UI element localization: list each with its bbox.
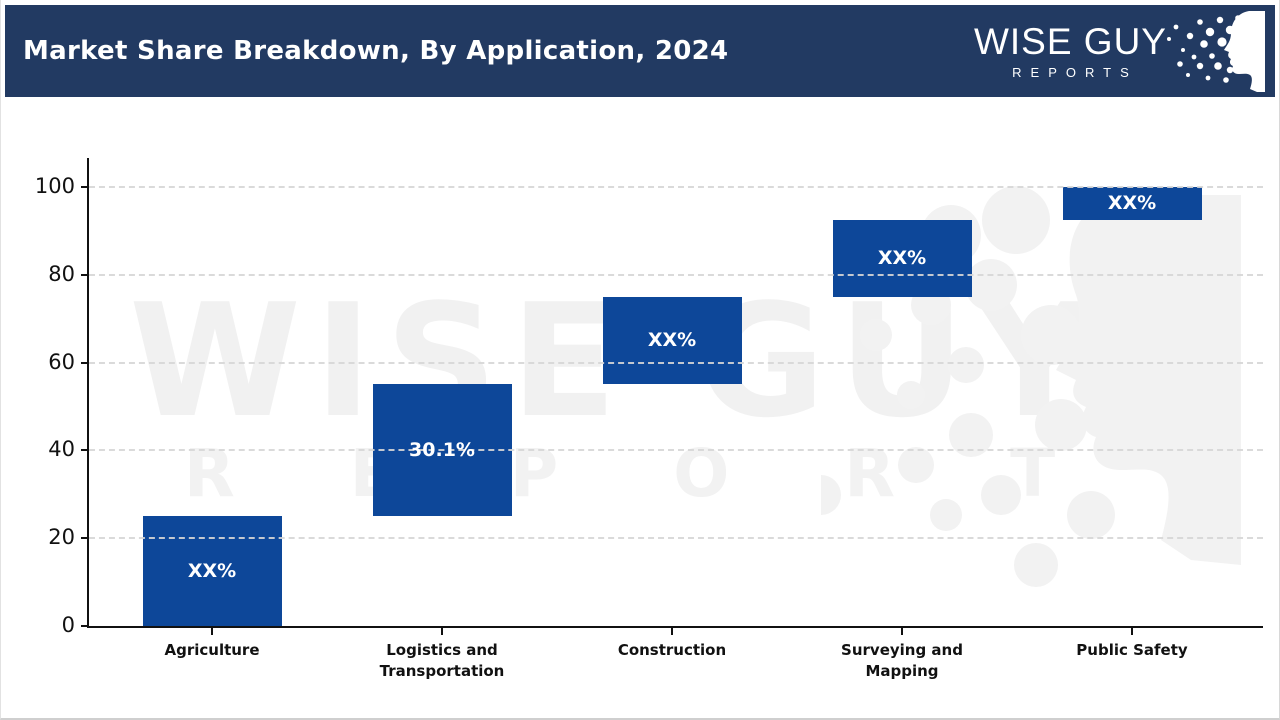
x-tick-2 — [671, 628, 673, 635]
wise-guy-logo: WISE GUY REPORTS — [974, 9, 1265, 93]
x-category-label: Surveying and Mapping — [841, 641, 963, 680]
y-tick-100 — [81, 186, 89, 188]
x-tick-1 — [441, 628, 443, 635]
y-tick-label-100: 100 — [34, 174, 75, 198]
bar-value-label: XX% — [187, 560, 237, 583]
logo-wordmark: WISE GUY REPORTS — [974, 23, 1167, 80]
y-tick-label-60: 60 — [48, 349, 75, 374]
bar-value-label: 30.1% — [409, 439, 475, 462]
x-category-label: Construction — [617, 641, 727, 659]
logo-wordmark-line1: WISE GUY — [973, 20, 1167, 62]
y-tick-0 — [81, 625, 89, 627]
bar-value-label: XX% — [647, 329, 697, 352]
x-tick-0 — [211, 628, 213, 635]
logo-face-icon — [1167, 11, 1265, 92]
page-title: Market Share Breakdown, By Application, … — [23, 36, 729, 66]
bar-value-label: XX% — [877, 247, 927, 270]
gridline-100 — [89, 186, 1263, 188]
bar-agriculture — [142, 516, 282, 626]
logo-wordmark-line2: REPORTS — [1012, 64, 1138, 80]
y-axis-line — [87, 158, 89, 628]
x-axis-line — [87, 626, 1263, 628]
y-tick-40 — [81, 449, 89, 452]
x-category-label: Logistics and Transportation — [379, 641, 505, 680]
y-tick-label-40: 40 — [48, 437, 75, 462]
gridline-20 — [89, 537, 1263, 540]
x-category-label: Public Safety — [1076, 641, 1188, 659]
x-category-label: Agriculture — [164, 641, 260, 659]
x-tick-4 — [1131, 628, 1133, 635]
y-tick-label-0: 0 — [61, 613, 75, 637]
y-tick-80 — [81, 273, 89, 276]
y-tick-20 — [81, 537, 89, 540]
gridline-60 — [89, 361, 1263, 364]
header-bar: Market Share Breakdown, By Application, … — [5, 5, 1275, 97]
bar-value-label: XX% — [1107, 192, 1157, 215]
gridline-80 — [89, 273, 1263, 276]
bar-construction — [602, 296, 742, 385]
x-tick-3 — [901, 628, 903, 635]
gridline-40 — [89, 449, 1263, 452]
y-tick-60 — [81, 361, 89, 364]
y-tick-label-80: 80 — [48, 261, 75, 286]
y-tick-label-20: 20 — [48, 525, 75, 550]
